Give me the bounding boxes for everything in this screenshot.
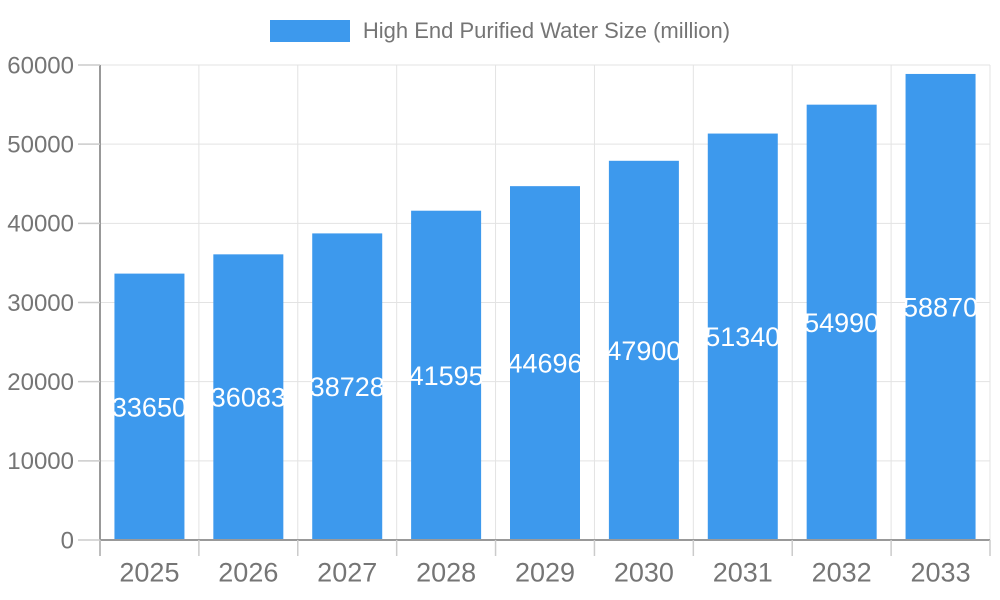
bar-value-label: 33650: [112, 392, 187, 422]
bar[interactable]: [114, 273, 185, 540]
y-axis-tick-label: 30000: [7, 290, 74, 317]
bar-value-label: 44696: [507, 349, 582, 379]
bar-value-label: 36083: [211, 383, 286, 413]
bar-value-label: 41595: [409, 361, 484, 391]
y-axis-tick-label: 40000: [7, 211, 74, 238]
bar[interactable]: [510, 186, 580, 540]
y-axis-tick-label: 10000: [7, 448, 74, 475]
x-axis-label: 2026: [218, 557, 278, 587]
bar[interactable]: [905, 73, 976, 540]
bar[interactable]: [608, 160, 679, 540]
x-axis-label: 2025: [119, 557, 179, 587]
legend-swatch: [269, 20, 350, 42]
x-axis-label: 2031: [713, 557, 773, 587]
bar[interactable]: [707, 133, 778, 540]
bar-value-label: 38728: [310, 372, 385, 402]
bar-value-label: 58870: [903, 292, 978, 322]
bar[interactable]: [213, 254, 284, 541]
y-axis-tick-label: 20000: [7, 369, 74, 396]
legend-label: High End Purified Water Size (million): [362, 18, 731, 43]
x-axis-label: 2028: [416, 557, 476, 587]
y-axis-tick-label: 50000: [7, 132, 74, 159]
y-axis-tick-label: 60000: [7, 52, 74, 79]
x-axis-label: 2029: [515, 557, 575, 587]
x-axis-label: 2033: [911, 557, 971, 587]
bar[interactable]: [411, 210, 482, 541]
x-axis-label: 2032: [812, 557, 872, 587]
bar-value-label: 47900: [606, 336, 681, 366]
bar-value-label: 51340: [705, 322, 780, 352]
bar[interactable]: [312, 233, 383, 541]
y-axis-tick-label: 0: [61, 527, 74, 554]
bar-value-label: 54990: [804, 308, 879, 338]
x-axis-label: 2030: [614, 557, 674, 587]
bar[interactable]: [806, 104, 877, 540]
x-axis-label: 2027: [317, 557, 377, 587]
chart-legend[interactable]: High End Purified Water Size (million): [0, 19, 1000, 43]
